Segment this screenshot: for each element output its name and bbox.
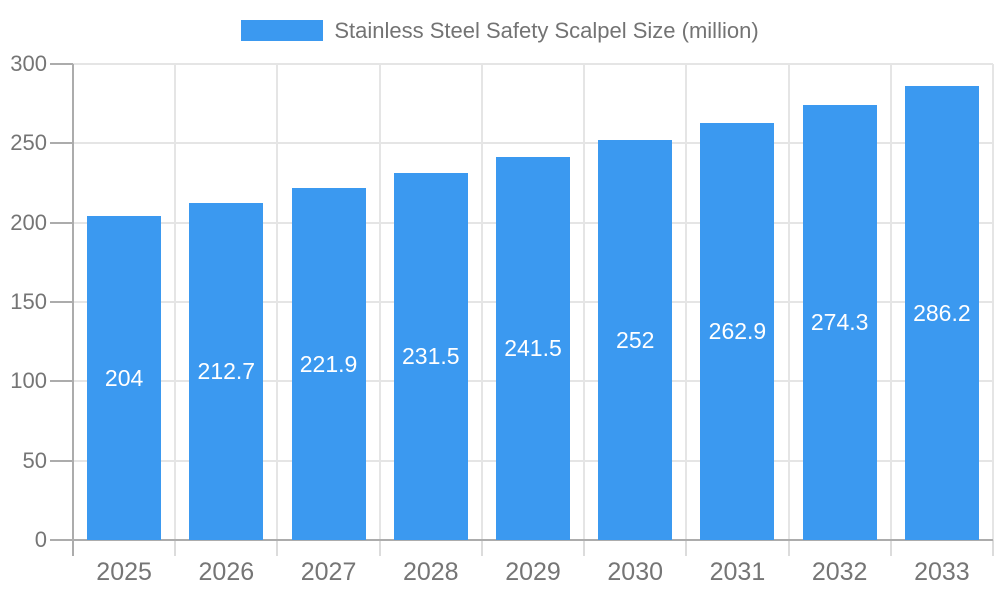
x-gridline xyxy=(378,64,381,540)
bar-value-label: 212.7 xyxy=(197,358,256,385)
bar-2025[interactable] xyxy=(87,216,162,540)
x-tick-mark xyxy=(174,540,177,556)
legend: Stainless Steel Safety Scalpel Size (mil… xyxy=(0,17,1000,44)
bar-2031[interactable] xyxy=(700,122,775,540)
bar-value-label: 274.3 xyxy=(810,309,869,336)
x-tick-label: 2028 xyxy=(402,558,459,586)
x-tick-label: 2025 xyxy=(96,558,152,586)
legend-label: Stainless Steel Safety Scalpel Size (mil… xyxy=(334,18,759,43)
bar-2027[interactable] xyxy=(291,187,366,540)
x-tick-label: 2030 xyxy=(607,558,664,586)
x-tick-label: 2031 xyxy=(709,558,766,586)
x-tick-label: 2032 xyxy=(811,558,868,586)
y-tick-mark xyxy=(50,221,73,224)
y-tick-label: 300 xyxy=(10,51,47,76)
y-tick-label: 200 xyxy=(10,209,47,235)
y-tick-label: 50 xyxy=(22,447,47,473)
bar-value-label: 204 xyxy=(104,365,144,392)
x-tick-mark xyxy=(889,540,892,556)
x-tick-label: 2029 xyxy=(505,558,561,586)
x-gridline xyxy=(787,64,790,540)
bar-2032[interactable] xyxy=(802,104,877,540)
bar-2033[interactable] xyxy=(904,85,979,540)
x-gridline xyxy=(480,64,483,540)
bar-2028[interactable] xyxy=(393,172,468,540)
y-tick-mark xyxy=(50,142,73,145)
y-tick-mark xyxy=(50,459,73,462)
y-tick-mark xyxy=(50,380,73,383)
x-gridline xyxy=(174,64,177,540)
x-tick-mark xyxy=(992,540,994,556)
y-tick-mark xyxy=(50,539,73,541)
bar-2026[interactable] xyxy=(189,202,264,540)
x-tick-mark xyxy=(787,540,790,556)
x-tick-label: 2026 xyxy=(198,558,255,586)
x-gridline xyxy=(889,64,892,540)
bar-value-label: 262.9 xyxy=(708,318,767,345)
y-gridline xyxy=(73,63,993,65)
bar-2029[interactable] xyxy=(496,156,570,540)
y-tick-label: 100 xyxy=(10,368,47,394)
bar-value-label: 252 xyxy=(616,327,655,354)
y-axis-line xyxy=(72,64,74,556)
x-tick-mark xyxy=(685,540,688,556)
x-tick-mark xyxy=(583,540,586,556)
x-gridline xyxy=(685,64,688,540)
x-tick-mark xyxy=(480,540,483,556)
bar-2030[interactable] xyxy=(598,140,673,540)
legend-item[interactable]: Stainless Steel Safety Scalpel Size (mil… xyxy=(241,17,759,44)
x-tick-label: 2027 xyxy=(300,558,357,586)
x-gridline xyxy=(583,64,586,540)
y-tick-mark xyxy=(50,301,73,303)
x-gridline xyxy=(276,64,279,540)
x-tick-label: 2033 xyxy=(914,558,970,586)
y-gridline xyxy=(73,142,993,145)
y-tick-label: 150 xyxy=(10,289,47,314)
x-tick-mark xyxy=(276,540,279,556)
x-gridline xyxy=(992,64,994,540)
x-axis-line xyxy=(72,539,993,541)
bar-value-label: 221.9 xyxy=(299,350,358,377)
x-tick-mark xyxy=(378,540,381,556)
y-tick-label: 0 xyxy=(34,527,47,552)
legend-swatch xyxy=(241,20,324,41)
y-tick-mark xyxy=(50,63,73,65)
bar-value-label: 241.5 xyxy=(504,335,562,362)
y-tick-label: 250 xyxy=(10,130,47,156)
bar-value-label: 231.5 xyxy=(401,343,460,370)
bar-value-label: 286.2 xyxy=(913,299,971,326)
